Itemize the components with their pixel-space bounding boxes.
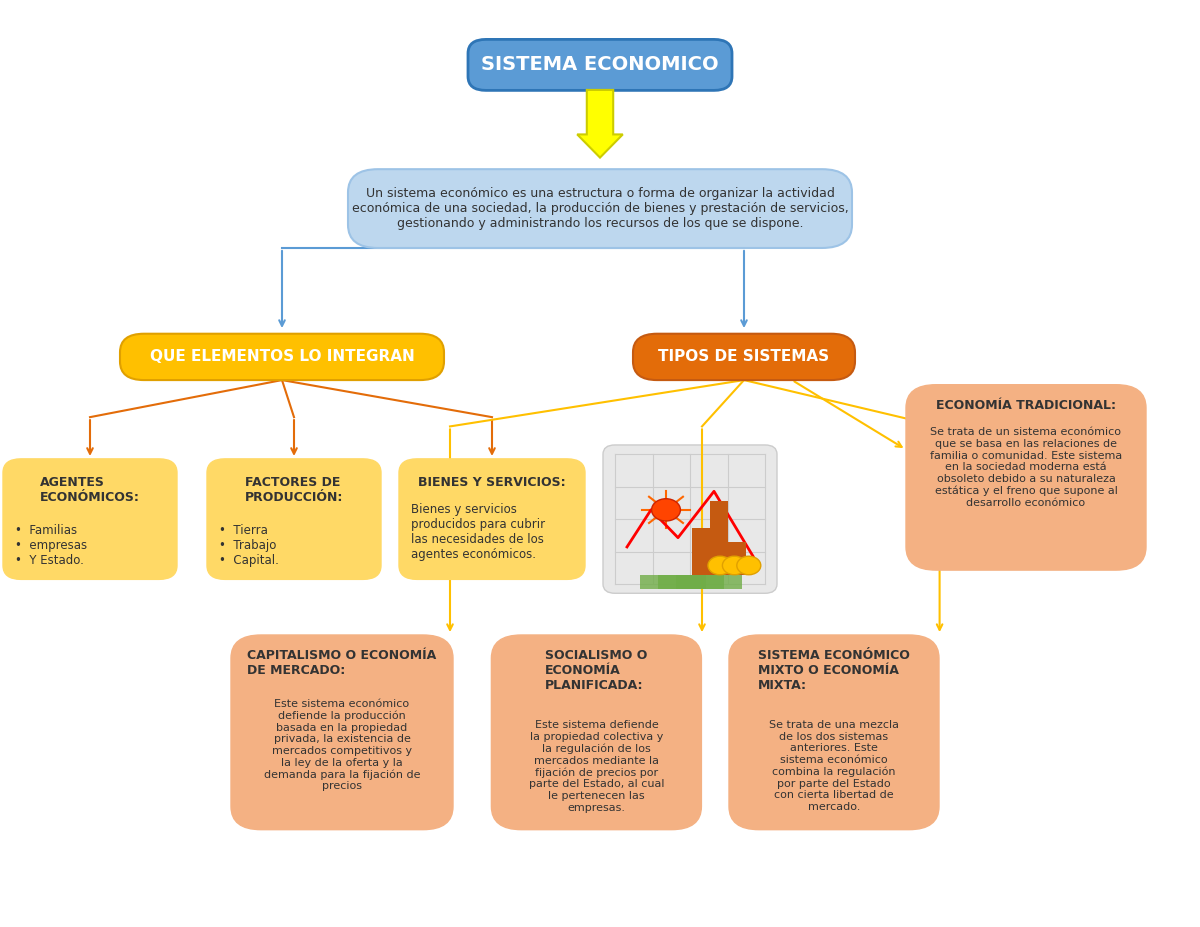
- Text: SISTEMA ECONÓMICO
MIXTO O ECONOMÍA
MIXTA:: SISTEMA ECONÓMICO MIXTO O ECONOMÍA MIXTA…: [758, 649, 910, 692]
- Bar: [658, 575, 724, 589]
- Text: SOCIALISMO O
ECONOMÍA
PLANIFICADA:: SOCIALISMO O ECONOMÍA PLANIFICADA:: [545, 649, 648, 692]
- Text: QUE ELEMENTOS LO INTEGRAN: QUE ELEMENTOS LO INTEGRAN: [150, 349, 414, 364]
- Text: Este sistema económico
defiende la producción
basada en la propiedad
privada, la: Este sistema económico defiende la produ…: [264, 699, 420, 792]
- Text: •  Tierra
•  Trabajo
•  Capital.: • Tierra • Trabajo • Capital.: [220, 524, 278, 566]
- Text: Se trata de una mezcla
de los dos sistemas
anteriores. Este
sistema económico
co: Se trata de una mezcla de los dos sistem…: [769, 720, 899, 812]
- Text: Este sistema defiende
la propiedad colectiva y
la regulación de los
mercados med: Este sistema defiende la propiedad colec…: [529, 720, 664, 813]
- Circle shape: [722, 556, 746, 575]
- Text: •  Familias
•  empresas
•  Y Estado.: • Familias • empresas • Y Estado.: [16, 524, 88, 566]
- Bar: [728, 542, 746, 575]
- Circle shape: [737, 556, 761, 575]
- FancyBboxPatch shape: [4, 459, 178, 579]
- Text: BIENES Y SERVICIOS:: BIENES Y SERVICIOS:: [418, 476, 566, 489]
- FancyBboxPatch shape: [468, 39, 732, 91]
- FancyBboxPatch shape: [728, 635, 940, 830]
- FancyBboxPatch shape: [906, 385, 1146, 570]
- Bar: [692, 528, 710, 575]
- Text: TIPOS DE SISTEMAS: TIPOS DE SISTEMAS: [659, 349, 829, 364]
- FancyArrow shape: [577, 90, 623, 158]
- Text: AGENTES
ECONÓMICOS:: AGENTES ECONÓMICOS:: [40, 476, 140, 503]
- FancyBboxPatch shape: [120, 334, 444, 380]
- Text: CAPITALISMO O ECONOMÍA
DE MERCADO:: CAPITALISMO O ECONOMÍA DE MERCADO:: [247, 649, 437, 677]
- FancyBboxPatch shape: [230, 635, 454, 830]
- Text: Un sistema económico es una estructura o forma de organizar la actividad
económi: Un sistema económico es una estructura o…: [352, 187, 848, 230]
- Bar: [676, 575, 742, 589]
- FancyBboxPatch shape: [602, 445, 778, 593]
- FancyBboxPatch shape: [634, 334, 854, 380]
- Text: Se trata de un sistema económico
que se basa en las relaciones de
familia o comu: Se trata de un sistema económico que se …: [930, 427, 1122, 508]
- Text: ECONOMÍA TRADICIONAL:: ECONOMÍA TRADICIONAL:: [936, 399, 1116, 412]
- Circle shape: [652, 499, 680, 521]
- Bar: [710, 501, 728, 575]
- Text: Bienes y servicios
producidos para cubrir
las necesidades de los
agentes económi: Bienes y servicios producidos para cubri…: [410, 503, 545, 562]
- FancyBboxPatch shape: [492, 635, 701, 830]
- Circle shape: [708, 556, 732, 575]
- Bar: [640, 575, 706, 589]
- Text: SISTEMA ECONOMICO: SISTEMA ECONOMICO: [481, 56, 719, 74]
- Text: FACTORES DE
PRODUCCIÓN:: FACTORES DE PRODUCCIÓN:: [245, 476, 343, 503]
- FancyBboxPatch shape: [348, 170, 852, 248]
- FancyBboxPatch shape: [398, 459, 584, 579]
- FancyBboxPatch shape: [206, 459, 382, 579]
